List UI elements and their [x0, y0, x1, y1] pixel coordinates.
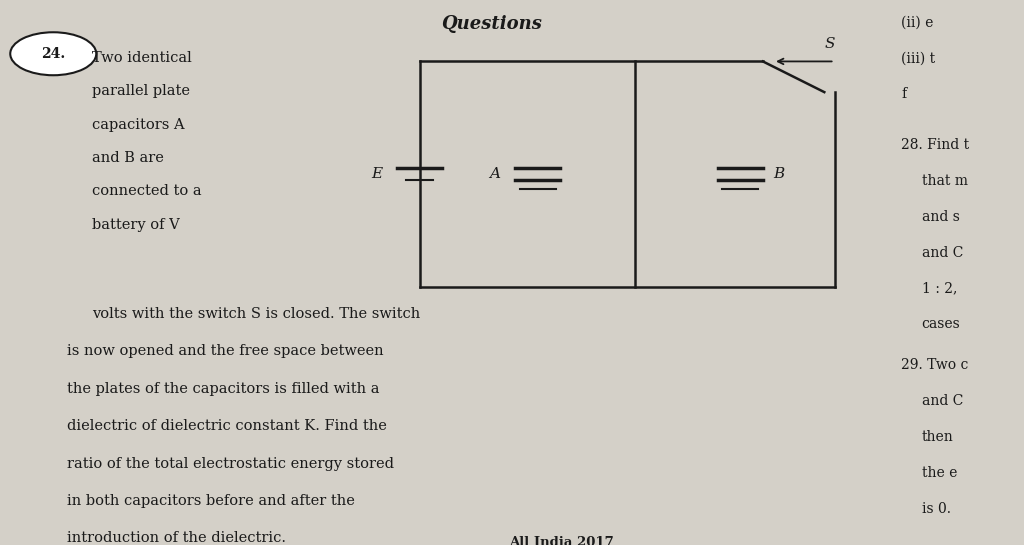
Text: capacitors A: capacitors A — [92, 118, 184, 132]
Text: that m: that m — [922, 174, 968, 188]
Text: volts with the switch S is closed. The switch: volts with the switch S is closed. The s… — [92, 307, 421, 321]
Text: connected to a: connected to a — [92, 184, 202, 198]
Text: Two identical: Two identical — [92, 51, 191, 65]
Text: is now opened and the free space between: is now opened and the free space between — [67, 344, 383, 359]
Text: battery of V: battery of V — [92, 217, 180, 232]
Text: and C: and C — [922, 246, 963, 259]
Text: (iii) t: (iii) t — [901, 51, 935, 65]
Text: Questions: Questions — [441, 15, 542, 33]
Text: 1 : 2,: 1 : 2, — [922, 282, 957, 295]
Text: All India 2017: All India 2017 — [509, 536, 613, 545]
Text: E: E — [371, 167, 382, 181]
Text: B: B — [773, 167, 784, 181]
Circle shape — [10, 32, 96, 75]
Text: S: S — [824, 37, 835, 51]
Text: ratio of the total electrostatic energy stored: ratio of the total electrostatic energy … — [67, 457, 393, 470]
Text: parallel plate: parallel plate — [92, 84, 190, 99]
Text: and C: and C — [922, 394, 963, 408]
Text: then: then — [922, 430, 953, 444]
Text: f: f — [901, 87, 906, 101]
Text: and s: and s — [922, 210, 959, 224]
Text: the plates of the capacitors is filled with a: the plates of the capacitors is filled w… — [67, 382, 379, 396]
Text: dielectric of dielectric constant K. Find the: dielectric of dielectric constant K. Fin… — [67, 419, 386, 433]
Text: 24.: 24. — [41, 47, 66, 60]
Text: cases: cases — [922, 317, 961, 331]
Text: in both capacitors before and after the: in both capacitors before and after the — [67, 494, 354, 508]
Text: introduction of the dielectric.: introduction of the dielectric. — [67, 531, 286, 545]
Text: 28. Find t: 28. Find t — [901, 138, 970, 152]
Text: is 0.: is 0. — [922, 501, 950, 516]
Text: A: A — [489, 167, 500, 181]
Text: 29. Two c: 29. Two c — [901, 358, 969, 372]
Text: and B are: and B are — [92, 151, 164, 165]
Text: the e: the e — [922, 466, 957, 480]
Text: (ii) e: (ii) e — [901, 15, 934, 29]
